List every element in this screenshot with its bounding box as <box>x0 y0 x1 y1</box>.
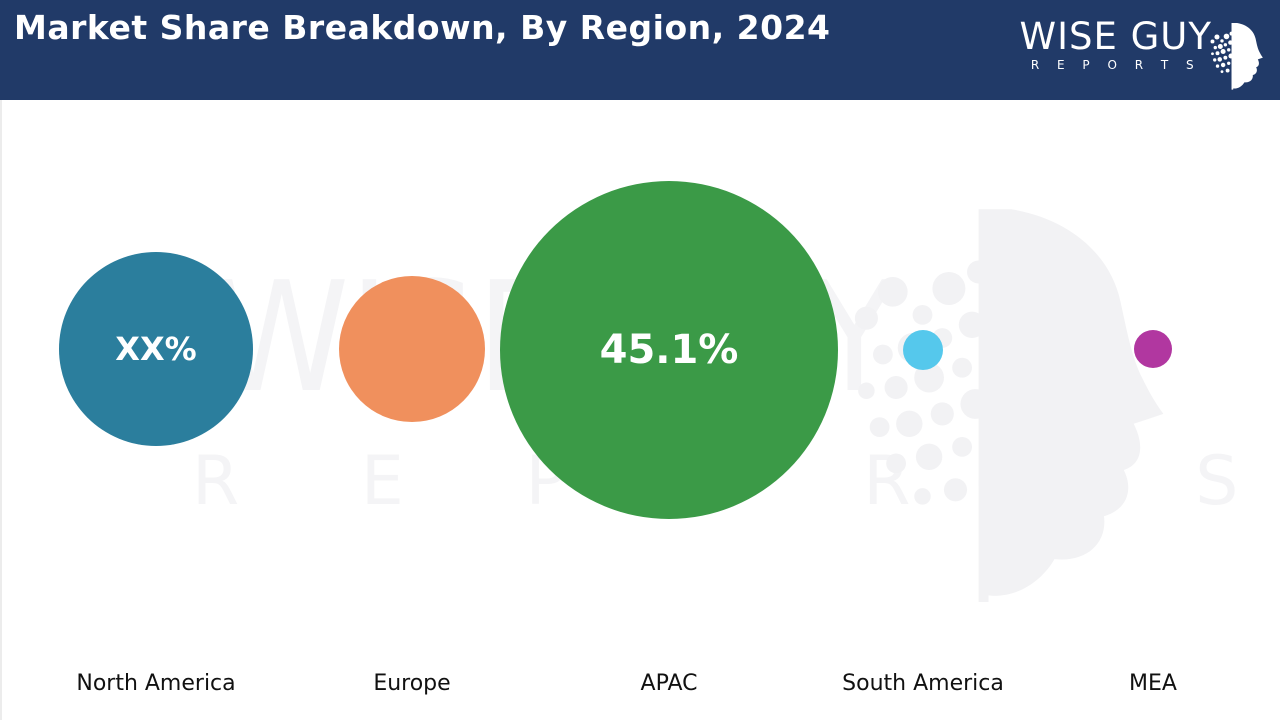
bubble-value-label-north-america: XX% <box>115 330 197 368</box>
region-label-north-america: North America <box>76 671 236 696</box>
bubble-value-label-apac: 45.1% <box>599 327 739 373</box>
wiseguy-logo-text: WISE GUY R E P O R T S <box>1020 18 1212 72</box>
logo-wordmark: WISE GUY <box>1019 15 1212 58</box>
logo-head-icon <box>1210 22 1263 90</box>
logo-subtitle: R E P O R T S <box>1030 58 1201 72</box>
region-label-south-america: South America <box>842 671 1004 696</box>
header-bar: Market Share Breakdown, By Region, 2024 … <box>0 0 1280 100</box>
bubble-north-america: XX% <box>59 252 253 446</box>
bubble-south-america <box>903 330 943 370</box>
region-label-apac: APAC <box>640 671 698 696</box>
wiseguy-logo: WISE GUY R E P O R T S <box>1020 18 1264 98</box>
region-label-europe: Europe <box>373 671 451 696</box>
watermark-head-icon <box>854 209 1164 602</box>
bubble-mea <box>1134 330 1172 368</box>
page-title: Market Share Breakdown, By Region, 2024 <box>14 8 831 47</box>
bubble-apac: 45.1% <box>500 181 838 519</box>
region-label-mea: MEA <box>1129 671 1177 696</box>
bubble-europe <box>339 276 485 422</box>
